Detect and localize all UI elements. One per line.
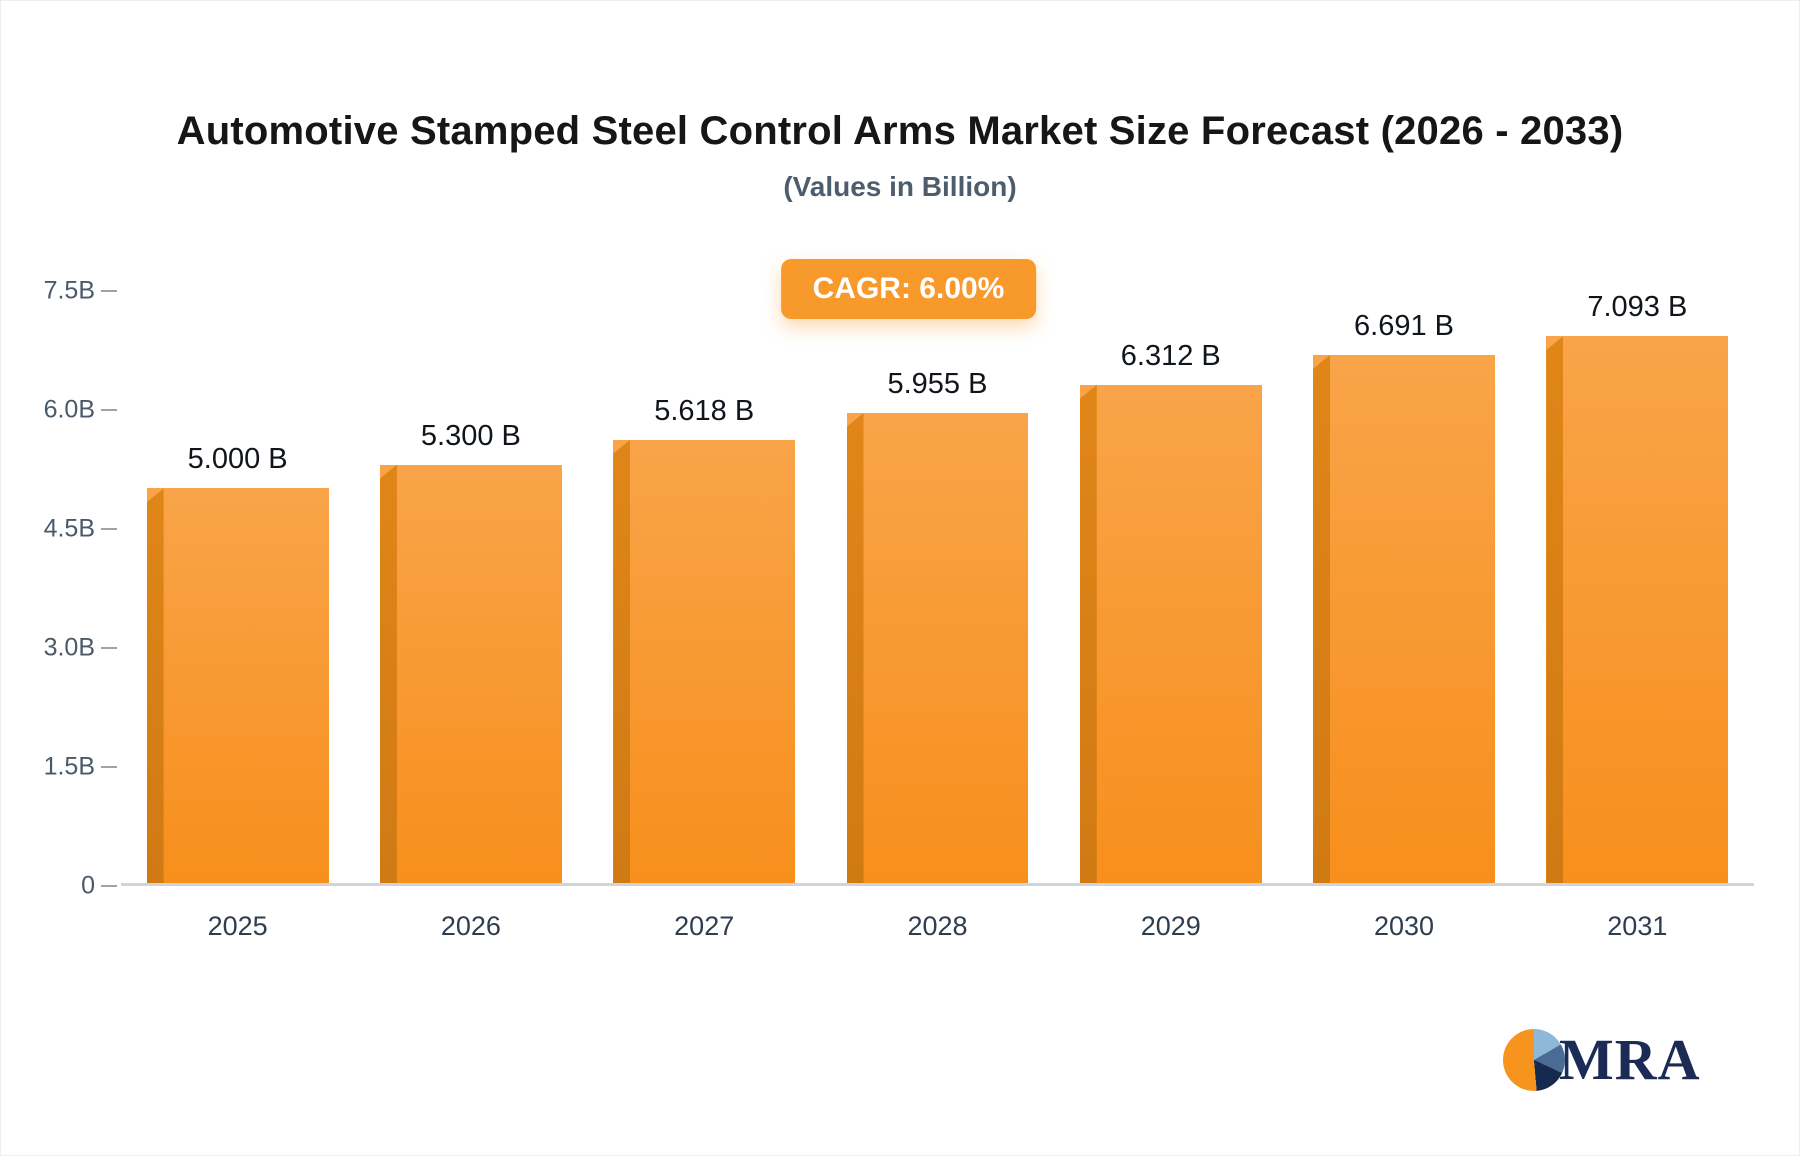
bar-value-label: 6.691 B [1354,309,1455,342]
y-tick-mark [101,409,117,411]
chart-title: Automotive Stamped Steel Control Arms Ma… [176,109,1624,153]
cagr-badge: CAGR: 6.00% [780,259,1037,319]
bar-group: 5.618 B [588,291,821,883]
y-tick-label: 6.0B [43,395,95,424]
bar[interactable] [379,464,562,883]
bar[interactable] [146,488,329,883]
brand-logo-text: MRA [1559,1027,1701,1092]
bar-value-label: 6.312 B [1120,339,1221,372]
bar[interactable] [1546,336,1729,883]
x-axis-label: 2025 [207,911,268,941]
bar-group: 5.955 B [821,291,1054,883]
bar[interactable] [613,439,796,883]
pie-logo-icon [1503,1029,1565,1091]
x-axis-label: 2031 [1607,911,1668,941]
x-axis-label: 2030 [1374,911,1435,941]
y-tick-label: 7.5B [43,276,95,305]
bar-group: 5.000 B [121,291,354,883]
y-tick-mark [101,290,117,292]
bar-value-label: 7.093 B [1587,291,1688,323]
bar[interactable] [1079,384,1262,883]
x-axis-label: 2026 [440,911,501,941]
x-axis-label: 2028 [907,911,968,941]
brand-logo: MRA [1503,1029,1701,1091]
bar-group: 6.312 B [1054,291,1287,883]
y-tick-mark [101,528,117,530]
y-tick-label: 4.5B [43,514,95,543]
bar-group: 6.691 B [1287,291,1520,883]
bar[interactable] [1313,354,1496,883]
y-tick-label: 3.0B [43,633,95,662]
bars: 5.000 B 5.300 B 5.618 B 5.955 B 6.312 B 6.691… [121,291,1754,883]
bar-value-label: 5.300 B [420,419,521,452]
bar-group: 5.300 B [354,291,587,883]
bar-value-label: 5.955 B [887,367,988,400]
y-tick-label: 1.5B [43,752,95,781]
x-axis-label: 2027 [674,911,735,941]
y-tick-mark [101,647,117,649]
bar[interactable] [846,412,1029,883]
y-tick-mark [101,766,117,768]
bar-value-label: 5.000 B [187,443,288,476]
y-tick-label: 0 [81,871,95,900]
chart-area: CAGR: 6.00% 0 1.5B 3.0B 4.5B 6.0B 7.5B 5.000 … [43,259,1771,949]
bar-group: 7.093 B [1521,291,1754,883]
y-axis: 0 1.5B 3.0B 4.5B 6.0B 7.5B [43,277,121,900]
x-axis-label: 2029 [1140,911,1201,941]
x-axis-labels: 2025 2026 2027 2028 2029 2030 2031 [121,903,1754,949]
y-tick-mark [101,885,117,887]
bar-value-label: 5.618 B [654,394,755,427]
chart-subtitle: (Values in Billion) [783,171,1017,202]
plot-area: 5.000 B 5.300 B 5.618 B 5.955 B 6.312 B 6.691… [121,291,1754,886]
